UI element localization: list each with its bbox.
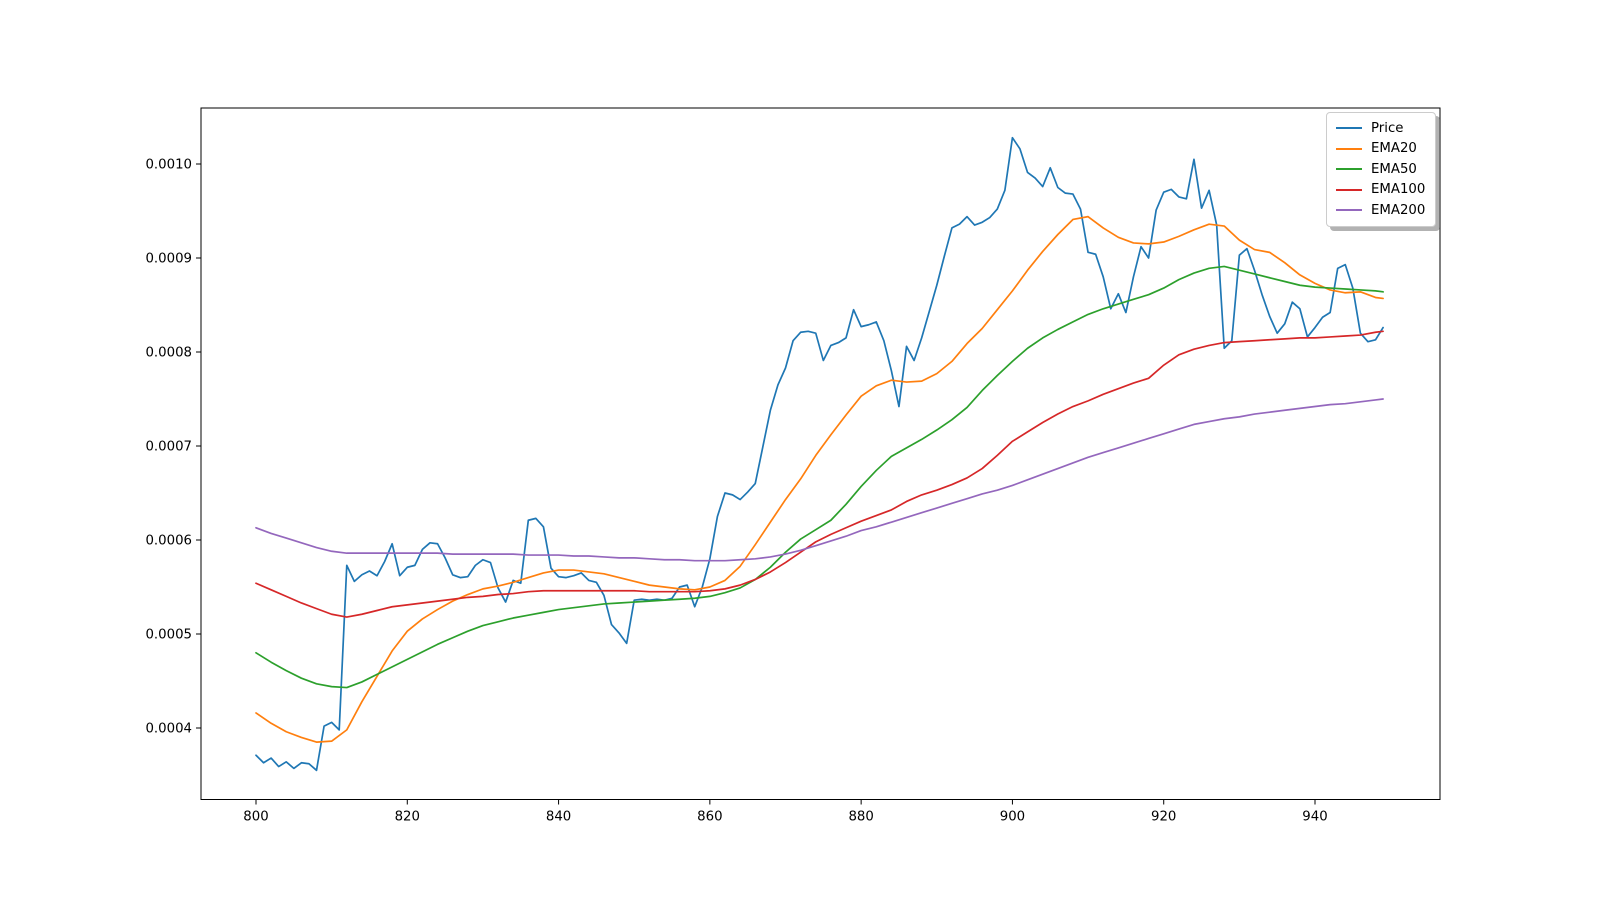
x-tick-label: 840	[546, 810, 571, 825]
x-tick-label: 800	[243, 810, 268, 825]
legend-label-ema20: EMA20	[1371, 141, 1417, 157]
legend-line-sample-ema100	[1336, 188, 1362, 191]
x-tick-label: 940	[1302, 810, 1327, 825]
legend-line-sample-ema200	[1336, 209, 1362, 212]
legend-line-sample-price	[1336, 127, 1362, 130]
y-tick-label: 0.0009	[145, 252, 192, 267]
legend-line-sample-ema50	[1336, 168, 1362, 171]
legend-item-ema200: EMA200	[1336, 200, 1425, 221]
x-tick-label: 820	[395, 810, 420, 825]
legend-item-ema100: EMA100	[1336, 180, 1425, 201]
y-tick-label: 0.0008	[145, 346, 192, 361]
series-line-ema20	[255, 215, 1384, 743]
series-line-ema50	[255, 265, 1384, 689]
legend-item-price: Price	[1336, 118, 1425, 139]
legend-label-price: Price	[1371, 120, 1404, 136]
y-tick-label: 0.0007	[145, 440, 192, 455]
legend: Price EMA20 EMA50 EMA100 EMA200	[1326, 112, 1437, 227]
plot-border	[200, 107, 1441, 800]
x-tick-label: 900	[1000, 810, 1025, 825]
x-axis: 800 820 840 860 880 900 920 940	[243, 799, 1328, 825]
x-tick-label: 880	[848, 810, 873, 825]
legend-label-ema200: EMA200	[1371, 202, 1426, 218]
legend-label-ema100: EMA100	[1371, 182, 1426, 198]
series-line-ema100	[255, 330, 1384, 618]
series-line-price	[255, 136, 1384, 772]
x-tick-label: 920	[1151, 810, 1176, 825]
y-tick-label: 0.0005	[145, 628, 192, 643]
y-axis: 0.0004 0.0005 0.0006 0.0007 0.0008 0.0009 0.00…	[145, 158, 201, 737]
x-tick-label: 860	[697, 810, 722, 825]
series-line-ema200	[255, 398, 1384, 562]
legend-label-ema50: EMA50	[1371, 161, 1417, 177]
legend-item-ema20: EMA20	[1336, 139, 1425, 160]
y-tick-label: 0.0010	[145, 158, 192, 173]
legend-item-ema50: EMA50	[1336, 159, 1425, 180]
series-lines	[255, 136, 1384, 772]
legend-line-sample-ema20	[1336, 147, 1362, 150]
y-tick-label: 0.0006	[145, 534, 192, 549]
y-tick-label: 0.0004	[145, 722, 192, 737]
